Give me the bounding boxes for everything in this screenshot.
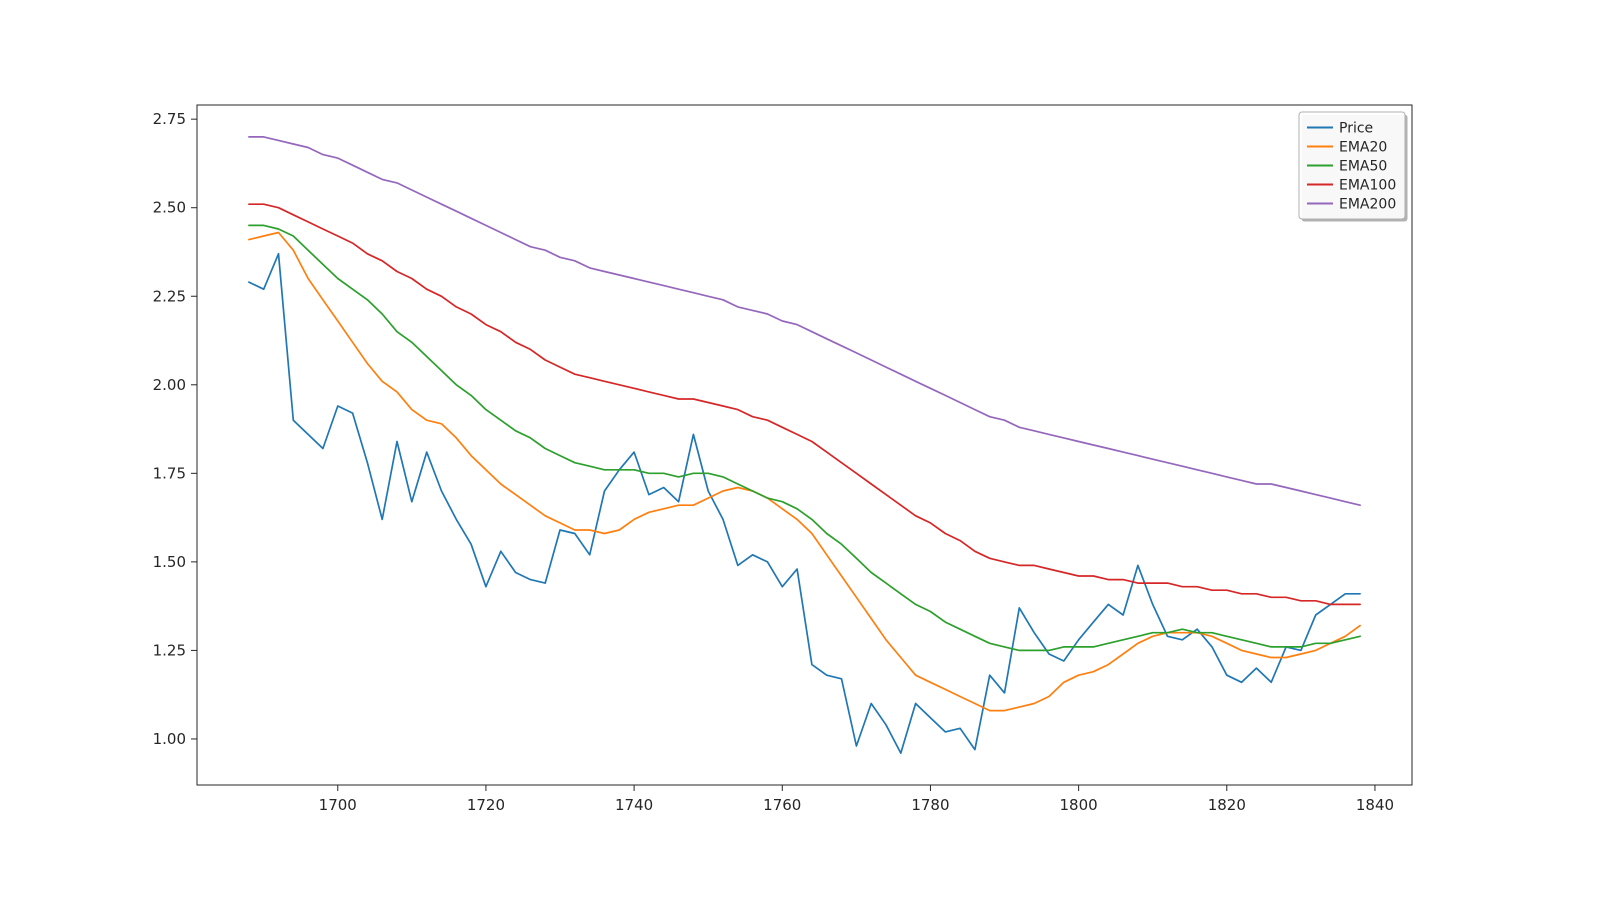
legend-label: Price xyxy=(1339,121,1373,137)
x-tick-label: 1740 xyxy=(615,796,653,814)
series-line-ema50 xyxy=(248,224,1361,652)
x-tick-label: 1720 xyxy=(467,796,505,814)
legend: Price EMA20 EMA50 EMA100 EMA200 xyxy=(1298,111,1408,222)
x-tick-label: 1760 xyxy=(763,796,801,814)
series-line-price xyxy=(248,252,1361,754)
legend-box xyxy=(1298,111,1406,220)
legend-entry: Price xyxy=(1307,121,1373,137)
legend-entry: EMA200 xyxy=(1307,197,1396,213)
y-tick-label: 2.00 xyxy=(153,376,186,394)
y-tick-label: 1.50 xyxy=(153,553,186,571)
plot-border xyxy=(196,104,1413,786)
series-line-ema20 xyxy=(248,231,1361,712)
legend-entry: EMA20 xyxy=(1307,140,1387,156)
y-tick-label: 2.25 xyxy=(153,287,186,305)
x-tick-label: 1820 xyxy=(1208,796,1246,814)
y-tick-label: 1.75 xyxy=(153,464,186,482)
legend-label: EMA50 xyxy=(1339,159,1387,175)
legend-entry: EMA100 xyxy=(1307,178,1396,194)
legend-label: EMA100 xyxy=(1339,178,1396,194)
x-tick-label: 1840 xyxy=(1356,796,1394,814)
series-line-ema200 xyxy=(248,136,1361,507)
legend-label: EMA20 xyxy=(1339,140,1387,156)
x-tick-label: 1800 xyxy=(1060,796,1098,814)
y-tick-label: 2.50 xyxy=(153,199,186,217)
legend-entry: EMA50 xyxy=(1307,159,1387,175)
series-line-ema100 xyxy=(248,203,1361,606)
x-tick-label: 1780 xyxy=(911,796,949,814)
y-tick-label: 1.00 xyxy=(153,730,186,748)
legend-label: EMA200 xyxy=(1339,197,1396,213)
y-tick-label: 2.75 xyxy=(153,110,186,128)
y-tick-label: 1.25 xyxy=(153,641,186,659)
x-tick-label: 1700 xyxy=(319,796,357,814)
